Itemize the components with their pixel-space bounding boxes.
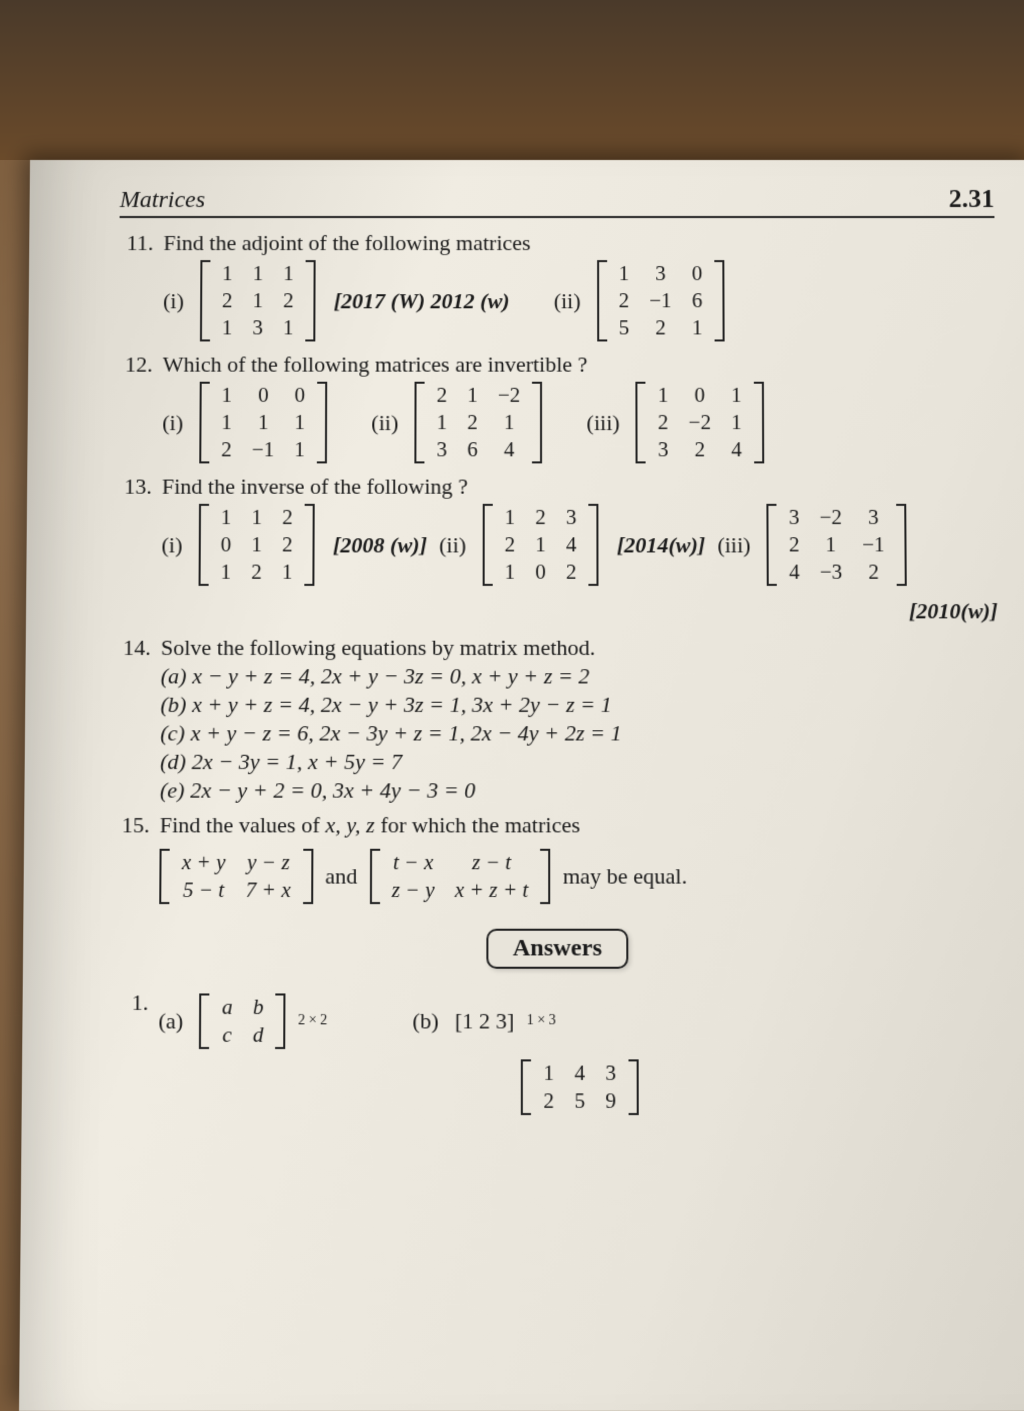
q15-text-a: Find the values of x, y, z for which the… <box>160 812 1000 839</box>
q13-text: Find the inverse of the following ? <box>162 474 997 500</box>
qnum: 11. <box>119 230 163 256</box>
eq-e: (e) 2x − y + 2 = 0, 3x + 4y − 3 = 0 <box>160 777 999 804</box>
matrix-13-ii: 123 214 102 <box>482 504 598 586</box>
and-label: and <box>325 863 357 890</box>
qnum: 13. <box>118 474 162 500</box>
matrix-13-i: 112 012 121 <box>198 504 315 586</box>
part-label: (ii) <box>554 288 581 314</box>
anum: 1. <box>114 989 159 1016</box>
question-12: 12. Which of the following matrices are … <box>118 352 997 468</box>
answer-1b-matrix: [1 2 3] <box>455 1008 515 1035</box>
qnum: 15. <box>115 812 160 839</box>
q14-text: Solve the following equations by matrix … <box>161 635 998 661</box>
answer-1: 1. (a) ab cd 2 × 2 (b) [1 2 3]1 × 3 143 <box>113 989 1002 1119</box>
answer-1c-matrix: 143 259 <box>521 1059 638 1115</box>
qnum: 12. <box>118 352 162 378</box>
year-ref: [2017 (W) 2012 (w) <box>334 288 510 314</box>
matrix-11-ii: 130 2−16 521 <box>597 260 725 341</box>
matrix-12-iii: 101 2−21 324 <box>636 382 764 464</box>
eq-d: (d) 2x − 3y = 1, x + 5y = 7 <box>160 749 999 776</box>
matrix-12-ii: 21−2 121 364 <box>414 382 542 464</box>
answers-heading: Answers <box>486 929 628 969</box>
matrix-12-i: 100 111 2−11 <box>199 382 327 464</box>
q12-text: Which of the following matrices are inve… <box>163 352 996 378</box>
page-number: 2.31 <box>949 184 995 214</box>
eq-a: (a) x − y + z = 4, 2x + y − 3z = 0, x + … <box>161 663 999 689</box>
textbook-page: Matrices 2.31 11. Find the adjoint of th… <box>19 160 1024 1411</box>
matrix-13-iii: 3−23 21−1 4−32 <box>767 504 908 586</box>
matrix-11-i: 111 212 131 <box>200 260 316 341</box>
q15-text-b: may be equal. <box>563 863 687 890</box>
matrix-15-a: x + yy − z 5 − t7 + x <box>159 849 313 904</box>
answer-1a-matrix: ab cd <box>199 993 286 1049</box>
question-15: 15. Find the values of x, y, z for which… <box>115 812 1000 908</box>
matrix-15-b: t − xz − t z − yx + z + t <box>369 849 550 904</box>
question-13: 13. Find the inverse of the following ? … <box>117 474 998 629</box>
chapter-title: Matrices <box>120 187 226 218</box>
question-14: 14. Solve the following equations by mat… <box>115 635 999 806</box>
eq-b: (b) x + y + z = 4, 2x − y + 3z = 1, 3x +… <box>160 692 998 718</box>
part-label: (i) <box>163 288 184 314</box>
eq-c: (c) x + y − z = 6, 2x − 3y + z = 1, 2x −… <box>160 720 999 747</box>
qnum: 14. <box>116 635 161 661</box>
question-11: 11. Find the adjoint of the following ma… <box>119 230 996 345</box>
q11-text: Find the adjoint of the following matric… <box>163 230 994 256</box>
page-header: Matrices 2.31 <box>120 184 995 218</box>
desk-surface <box>0 0 1024 160</box>
